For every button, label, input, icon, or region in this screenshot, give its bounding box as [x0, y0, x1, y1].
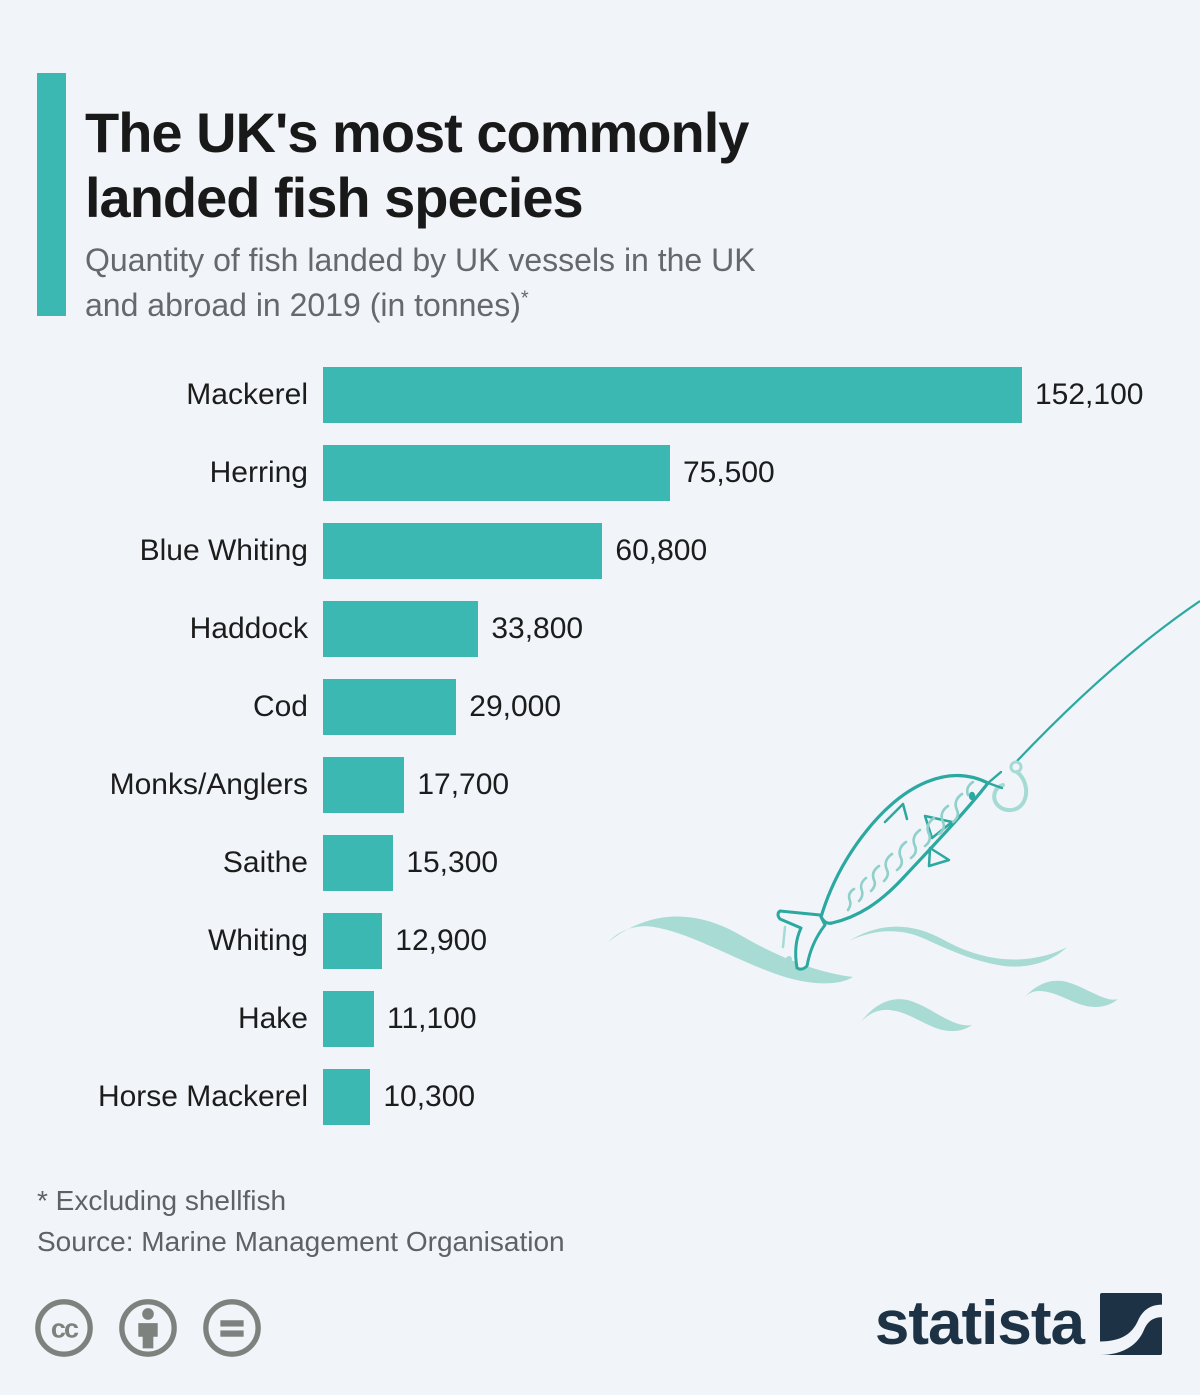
- statista-wordmark: statista: [874, 1289, 1085, 1358]
- bar-value: 17,700: [417, 768, 510, 801]
- bar: [323, 523, 603, 579]
- cc-icon[interactable]: cc: [33, 1297, 95, 1359]
- bar: [323, 445, 670, 501]
- bar-label: Horse Mackerel: [97, 1080, 308, 1113]
- bar-value: 10,300: [383, 1080, 476, 1113]
- chart-row: Horse Mackerel 10,300: [0, 1058, 1200, 1136]
- svg-text:cc: cc: [51, 1313, 79, 1344]
- bar: [323, 757, 405, 813]
- bar-label: Mackerel: [186, 378, 308, 411]
- title-accent-bar: [37, 73, 66, 316]
- chart-row: Hake 11,100: [0, 980, 1200, 1058]
- bar-value: 29,000: [469, 690, 562, 723]
- bar-value: 33,800: [491, 612, 584, 645]
- footnote: * Excluding shellfish: [37, 1185, 287, 1216]
- bar-label: Saithe: [222, 846, 308, 879]
- statista-logo[interactable]: statista: [875, 1293, 1162, 1355]
- bar: [323, 601, 479, 657]
- bar: [323, 991, 374, 1047]
- bar-value: 60,800: [615, 534, 708, 567]
- chart-row: Cod 29,000: [0, 668, 1200, 746]
- bar-label: Hake: [237, 1002, 308, 1035]
- bar: [323, 835, 394, 891]
- bar: [323, 679, 457, 735]
- bar-label: Whiting: [207, 924, 308, 957]
- chart-row: Monks/Anglers 17,700: [0, 746, 1200, 824]
- bar-label: Haddock: [189, 612, 308, 645]
- chart-row: Blue Whiting 60,800: [0, 512, 1200, 590]
- chart-row: Mackerel 152,100: [0, 356, 1200, 434]
- chart-row: Herring 75,500: [0, 434, 1200, 512]
- license-icons: cc: [33, 1297, 263, 1359]
- bar-value: 75,500: [682, 456, 775, 489]
- bar-value: 152,100: [1035, 378, 1144, 411]
- chart-row: Haddock 33,800: [0, 590, 1200, 668]
- bar-value: 11,100: [387, 1002, 477, 1035]
- chart-row: Whiting 12,900: [0, 902, 1200, 980]
- bar: [323, 913, 383, 969]
- bar-chart: Mackerel 152,100 Herring 75,500 Blue Whi…: [0, 356, 1200, 1136]
- attribution-icon[interactable]: [117, 1297, 179, 1359]
- footnotes: * Excluding shellfish Source: Marine Man…: [37, 1180, 565, 1262]
- chart-row: Saithe 15,300: [0, 824, 1200, 902]
- bar: [323, 367, 1022, 423]
- source: Source: Marine Management Organisation: [37, 1226, 565, 1258]
- no-derivatives-icon[interactable]: [201, 1297, 263, 1359]
- bar-label: Herring: [209, 456, 308, 489]
- page-subtitle: Quantity of fish landed by UK vessels in…: [85, 242, 756, 324]
- footnote-marker: *: [520, 287, 529, 310]
- bar-label: Blue Whiting: [139, 534, 308, 567]
- page-title: The UK's most commonly landed fish specie…: [85, 100, 749, 230]
- bar-label: Cod: [252, 690, 308, 723]
- bar-value: 12,900: [395, 924, 488, 957]
- statista-logo-icon: [1100, 1293, 1162, 1355]
- bar-label: Monks/Anglers: [109, 768, 308, 801]
- bar-value: 15,300: [406, 846, 499, 879]
- bar: [323, 1069, 371, 1125]
